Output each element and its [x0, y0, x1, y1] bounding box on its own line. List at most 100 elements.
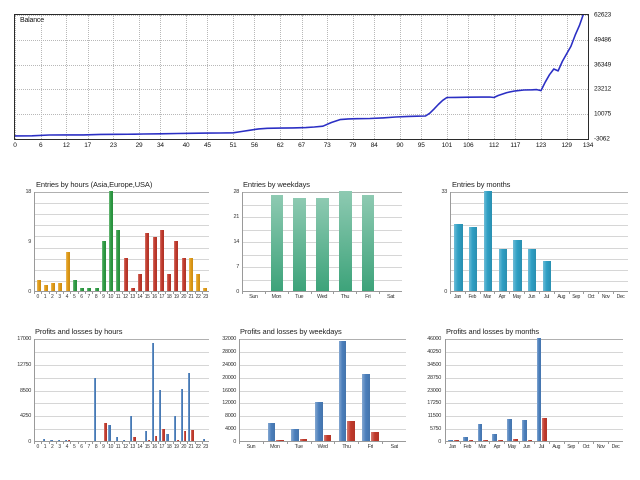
bar-profit[interactable] [267, 422, 276, 441]
bar-profit[interactable] [536, 338, 542, 441]
bar[interactable] [513, 239, 522, 291]
bar-slot[interactable] [490, 339, 505, 441]
bar-loss[interactable] [347, 421, 355, 441]
bar-slot[interactable] [158, 192, 165, 291]
bar-slot[interactable] [599, 192, 614, 291]
bar[interactable] [101, 241, 106, 291]
bar-slot[interactable] [100, 339, 107, 441]
bar-slot[interactable] [243, 192, 266, 291]
bar[interactable] [528, 248, 537, 291]
bar[interactable] [361, 194, 375, 291]
bar-slot[interactable] [42, 339, 49, 441]
bar-profit[interactable] [448, 439, 453, 441]
bar-slot[interactable] [287, 339, 311, 441]
bar-slot[interactable] [137, 192, 144, 291]
bar-slot[interactable] [535, 338, 550, 441]
bar-slot[interactable] [122, 339, 129, 441]
bar-loss[interactable] [162, 428, 165, 441]
bar-slot[interactable] [108, 191, 115, 291]
bar-slot[interactable] [144, 192, 151, 291]
bar-slot[interactable] [359, 339, 383, 441]
bar-slot[interactable] [266, 192, 289, 291]
bar[interactable] [109, 191, 114, 291]
bar-profit[interactable] [492, 433, 498, 441]
bar-loss[interactable] [323, 434, 332, 441]
bar-profit[interactable] [43, 439, 46, 441]
bar-slot[interactable] [446, 339, 461, 441]
bar-slot[interactable] [564, 339, 579, 441]
bar-profit[interactable] [50, 440, 53, 441]
bar-slot[interactable] [334, 191, 357, 291]
bar-slot[interactable] [476, 339, 491, 441]
bar[interactable] [159, 229, 164, 291]
bar-slot[interactable] [505, 339, 520, 441]
bar-slot[interactable] [57, 192, 64, 291]
bar-slot[interactable] [187, 339, 194, 441]
bar-profit[interactable] [477, 423, 483, 441]
bar[interactable] [270, 194, 284, 291]
bar-profit[interactable] [188, 372, 191, 441]
bar[interactable] [138, 274, 143, 291]
bar-loss[interactable] [276, 439, 284, 441]
bar-slot[interactable] [187, 192, 194, 291]
bar-loss[interactable] [176, 439, 180, 441]
bar-profit[interactable] [291, 429, 299, 441]
bar-slot[interactable] [608, 339, 623, 441]
bar-slot[interactable] [151, 192, 158, 291]
bar-slot[interactable] [240, 339, 264, 441]
bar[interactable] [72, 279, 77, 291]
bar[interactable] [43, 285, 48, 291]
bar-slot[interactable] [510, 192, 525, 291]
bar[interactable] [338, 191, 352, 291]
bar-slot[interactable] [93, 339, 100, 441]
bar-slot[interactable] [166, 339, 173, 441]
bar-profit[interactable] [173, 415, 176, 441]
bar-slot[interactable] [64, 339, 71, 441]
bar-loss[interactable] [370, 432, 379, 441]
bar-loss[interactable] [453, 440, 459, 441]
bar-slot[interactable] [202, 339, 209, 441]
bar-slot[interactable] [613, 192, 628, 291]
bar-profit[interactable] [180, 388, 184, 441]
bar-profit[interactable] [122, 440, 126, 441]
bar-profit[interactable] [338, 340, 347, 441]
bar-slot[interactable] [520, 339, 535, 441]
bar-profit[interactable] [57, 439, 60, 441]
bar[interactable] [483, 191, 492, 291]
bar-slot[interactable] [579, 339, 594, 441]
bar[interactable] [116, 229, 121, 291]
bar-loss[interactable] [299, 439, 308, 441]
bar[interactable] [65, 252, 70, 291]
bar-slot[interactable] [166, 192, 173, 291]
bar-slot[interactable] [50, 339, 57, 441]
bar-slot[interactable] [42, 192, 49, 291]
bar-slot[interactable] [382, 339, 406, 441]
bar-profit[interactable] [507, 419, 512, 441]
bar-loss[interactable] [191, 430, 194, 441]
bar-profit[interactable] [144, 431, 147, 441]
bar-slot[interactable] [57, 339, 64, 441]
bar[interactable] [454, 224, 463, 291]
bar-loss[interactable] [155, 436, 158, 441]
bar[interactable] [167, 274, 172, 291]
bar[interactable] [36, 279, 41, 291]
bar-profit[interactable] [130, 415, 133, 441]
bar-slot[interactable] [549, 339, 564, 441]
bar-profit[interactable] [166, 433, 169, 441]
bar-slot[interactable] [144, 339, 151, 441]
bar-loss[interactable] [104, 422, 107, 441]
bar-slot[interactable] [180, 339, 187, 441]
bar[interactable] [542, 260, 551, 291]
bar-slot[interactable] [115, 339, 122, 441]
bar-slot[interactable] [311, 192, 334, 291]
bar-profit[interactable] [362, 374, 370, 441]
bar-slot[interactable] [379, 192, 402, 291]
bar-slot[interactable] [108, 339, 115, 441]
bar-slot[interactable] [93, 192, 100, 291]
bar-slot[interactable] [357, 192, 380, 291]
bar-profit[interactable] [93, 378, 97, 441]
bar-loss[interactable] [468, 440, 474, 441]
bar-loss[interactable] [498, 440, 503, 441]
bar[interactable] [498, 248, 507, 291]
bar-loss[interactable] [483, 440, 489, 441]
